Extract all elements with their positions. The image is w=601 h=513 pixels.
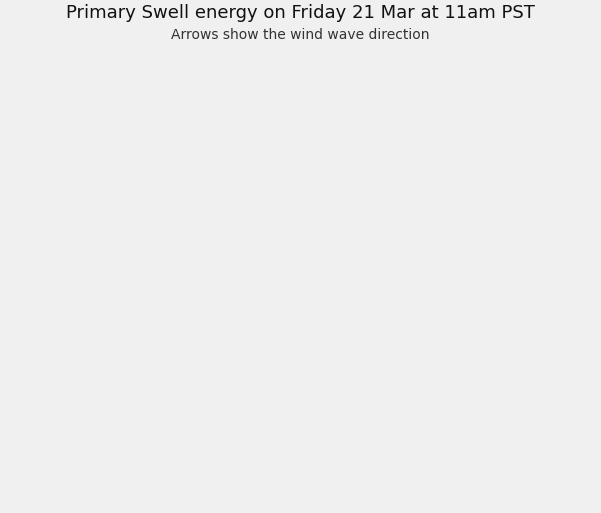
Text: Primary Swell energy on Friday 21 Mar at 11am PST: Primary Swell energy on Friday 21 Mar at… <box>66 4 535 22</box>
Text: Arrows show the wind wave direction: Arrows show the wind wave direction <box>171 28 430 42</box>
